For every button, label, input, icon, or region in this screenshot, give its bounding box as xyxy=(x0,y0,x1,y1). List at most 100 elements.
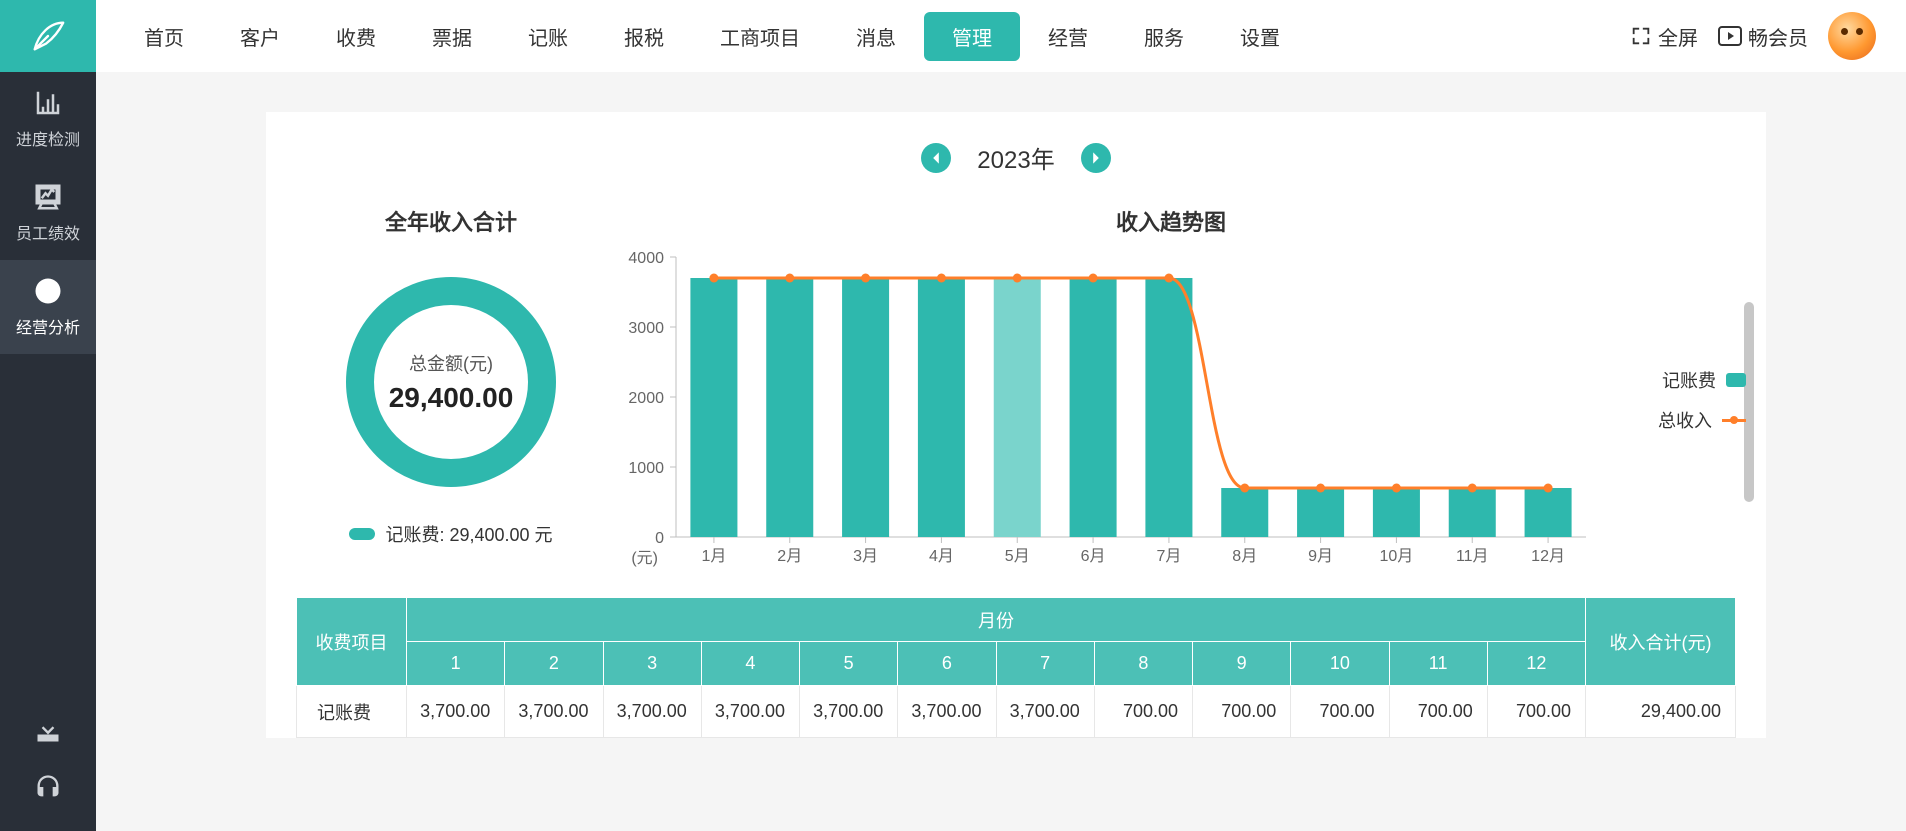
th-month-11: 11 xyxy=(1389,642,1487,686)
legend-bar[interactable]: 记账费 xyxy=(1658,367,1746,393)
cell: 3,700.00 xyxy=(603,686,701,738)
sidebar-item-employee-perf[interactable]: 员工绩效 xyxy=(0,166,96,260)
ring-amount: 29,400.00 xyxy=(389,382,514,414)
progress-check-icon xyxy=(33,88,63,118)
svg-text:2000: 2000 xyxy=(628,390,664,407)
th-month-6: 6 xyxy=(898,642,996,686)
legend-text: 记账费: 29,400.00 元 xyxy=(385,521,552,547)
th-month-5: 5 xyxy=(800,642,898,686)
svg-text:3月: 3月 xyxy=(853,548,878,565)
legend-line[interactable]: 总收入 xyxy=(1658,407,1746,433)
nav-item-工商项目[interactable]: 工商项目 xyxy=(692,12,828,61)
th-month-12: 12 xyxy=(1487,642,1585,686)
nav-item-报税[interactable]: 报税 xyxy=(596,12,692,61)
nav-item-记账[interactable]: 记账 xyxy=(500,12,596,61)
year-value: 2023年 xyxy=(977,140,1054,175)
svg-text:4月: 4月 xyxy=(929,548,954,565)
th-month-3: 3 xyxy=(603,642,701,686)
summary-title: 全年收入合计 xyxy=(385,205,517,237)
th-item: 收费项目 xyxy=(297,598,407,686)
year-prev-button[interactable] xyxy=(921,143,951,173)
fullscreen-icon xyxy=(1630,25,1652,47)
sidebar: 进度检测员工绩效经营分析 xyxy=(0,72,96,831)
topbar: 首页客户收费票据记账报税工商项目消息管理经营服务设置 全屏 畅会员 xyxy=(0,0,1906,72)
logo[interactable] xyxy=(0,0,96,72)
cell: 700.00 xyxy=(1291,686,1389,738)
svg-text:8月: 8月 xyxy=(1232,548,1257,565)
fullscreen-label: 全屏 xyxy=(1658,22,1698,51)
data-table: 收费项目 月份 收入合计(元) 123456789101112 记账费3,700… xyxy=(296,597,1736,738)
sidebar-bottom xyxy=(0,717,96,831)
summary: 全年收入合计 总金额(元) 29,400.00 记账费: 29,400.00 元 xyxy=(296,205,606,577)
th-month-8: 8 xyxy=(1094,642,1192,686)
nav-item-客户[interactable]: 客户 xyxy=(212,12,308,61)
th-month-9: 9 xyxy=(1193,642,1291,686)
main: 2023年 全年收入合计 总金额(元) 29,400.00 记账费: 29,40… xyxy=(96,72,1906,831)
sidebar-item-progress-check[interactable]: 进度检测 xyxy=(0,72,96,166)
download-icon[interactable] xyxy=(34,717,62,745)
nav-item-服务[interactable]: 服务 xyxy=(1116,12,1212,61)
nav-item-收费[interactable]: 收费 xyxy=(308,12,404,61)
cell: 700.00 xyxy=(1487,686,1585,738)
avatar[interactable] xyxy=(1828,12,1876,60)
business-analysis-icon xyxy=(33,276,63,306)
cell: 700.00 xyxy=(1094,686,1192,738)
sidebar-item-business-analysis[interactable]: 经营分析 xyxy=(0,260,96,354)
chart: 收入趋势图 01000200030004000(元)1月2月3月4月5月6月7月… xyxy=(606,205,1736,577)
th-month-7: 7 xyxy=(996,642,1094,686)
svg-text:9月: 9月 xyxy=(1308,548,1333,565)
summary-ring: 总金额(元) 29,400.00 xyxy=(346,277,556,487)
row-name: 记账费 xyxy=(297,686,407,738)
chart-title: 收入趋势图 xyxy=(606,205,1736,237)
th-month-10: 10 xyxy=(1291,642,1389,686)
year-next-button[interactable] xyxy=(1081,143,1111,173)
table-row: 记账费3,700.003,700.003,700.003,700.003,700… xyxy=(297,686,1736,738)
year-selector: 2023年 xyxy=(296,140,1736,175)
cell: 3,700.00 xyxy=(407,686,505,738)
svg-text:12月: 12月 xyxy=(1531,548,1565,565)
nav-item-管理[interactable]: 管理 xyxy=(924,12,1020,61)
svg-text:0: 0 xyxy=(655,530,664,547)
svg-text:7月: 7月 xyxy=(1156,548,1181,565)
svg-text:2月: 2月 xyxy=(777,548,802,565)
summary-legend: 记账费: 29,400.00 元 xyxy=(349,521,552,547)
nav-item-票据[interactable]: 票据 xyxy=(404,12,500,61)
nav-item-经营[interactable]: 经营 xyxy=(1020,12,1116,61)
legend-swatch xyxy=(349,528,375,540)
th-month-1: 1 xyxy=(407,642,505,686)
chart-legend: 记账费 总收入 xyxy=(1658,367,1746,433)
cell: 3,700.00 xyxy=(996,686,1094,738)
svg-text:5月: 5月 xyxy=(1005,548,1030,565)
nav-item-首页[interactable]: 首页 xyxy=(116,12,212,61)
member-label: 畅会员 xyxy=(1748,22,1808,51)
svg-text:4000: 4000 xyxy=(628,250,664,267)
cell: 3,700.00 xyxy=(505,686,603,738)
svg-text:3000: 3000 xyxy=(628,320,664,337)
cell: 3,700.00 xyxy=(701,686,799,738)
cell: 700.00 xyxy=(1193,686,1291,738)
nav-item-消息[interactable]: 消息 xyxy=(828,12,924,61)
nav: 首页客户收费票据记账报税工商项目消息管理经营服务设置 xyxy=(116,12,1308,61)
svg-text:10月: 10月 xyxy=(1380,548,1414,565)
fullscreen-button[interactable]: 全屏 xyxy=(1630,22,1698,51)
row-total: 29,400.00 xyxy=(1586,686,1736,738)
headset-icon[interactable] xyxy=(34,773,62,801)
feather-icon xyxy=(29,17,67,55)
panel: 2023年 全年收入合计 总金额(元) 29,400.00 记账费: 29,40… xyxy=(266,112,1766,738)
svg-text:1000: 1000 xyxy=(628,460,664,477)
chart-svg: 01000200030004000(元)1月2月3月4月5月6月7月8月9月10… xyxy=(606,247,1596,577)
topbar-right: 全屏 畅会员 xyxy=(1630,12,1906,60)
th-month-4: 4 xyxy=(701,642,799,686)
svg-text:1月: 1月 xyxy=(701,548,726,565)
th-total: 收入合计(元) xyxy=(1586,598,1736,686)
svg-text:11月: 11月 xyxy=(1456,548,1489,565)
cell: 700.00 xyxy=(1389,686,1487,738)
th-month-2: 2 xyxy=(505,642,603,686)
nav-item-设置[interactable]: 设置 xyxy=(1212,12,1308,61)
employee-perf-icon xyxy=(33,182,63,212)
th-months: 月份 xyxy=(407,598,1586,642)
ring-label: 总金额(元) xyxy=(409,350,493,376)
play-icon xyxy=(1718,26,1742,46)
cell: 3,700.00 xyxy=(800,686,898,738)
member-button[interactable]: 畅会员 xyxy=(1718,22,1808,51)
